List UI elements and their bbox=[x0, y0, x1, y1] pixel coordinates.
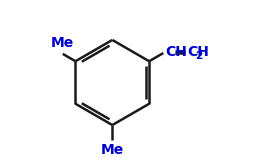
Text: 2: 2 bbox=[195, 51, 202, 61]
Text: Me: Me bbox=[101, 143, 124, 157]
Text: CH: CH bbox=[165, 45, 187, 59]
Text: Me: Me bbox=[50, 36, 73, 50]
Text: CH: CH bbox=[187, 45, 209, 59]
